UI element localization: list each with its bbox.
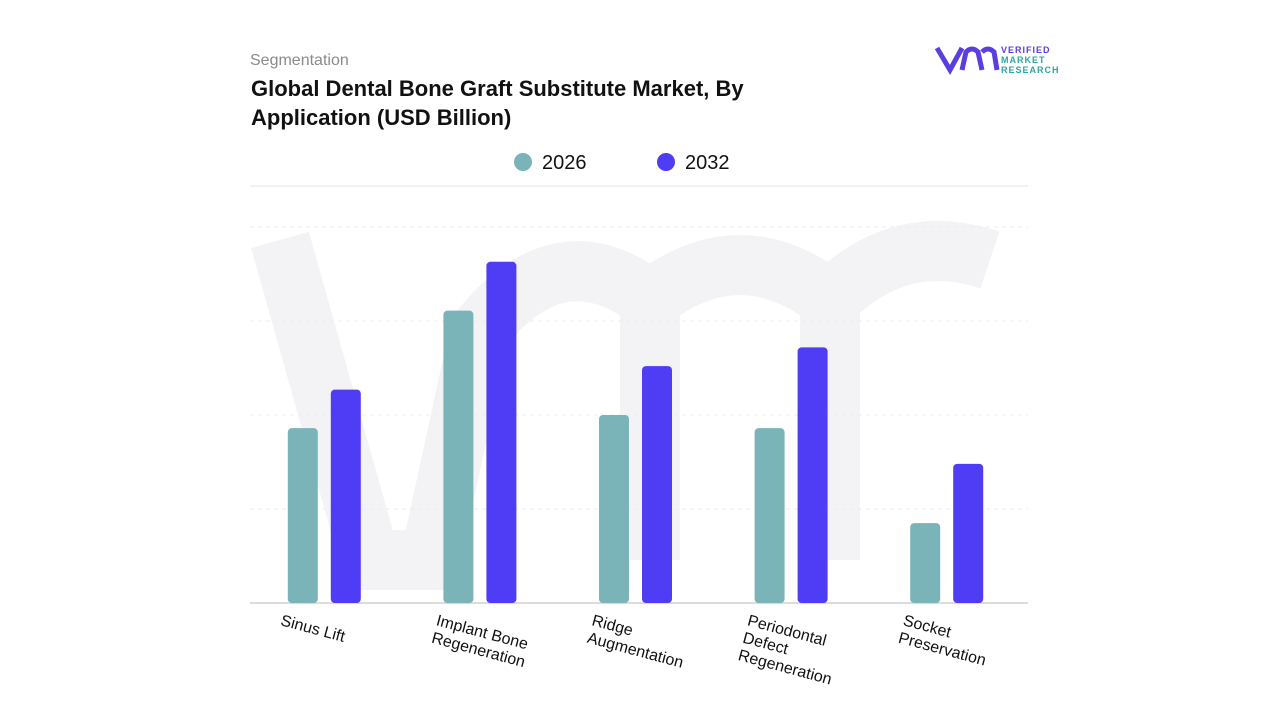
bar <box>642 366 672 603</box>
bar <box>910 523 941 603</box>
legend-swatch <box>657 153 675 171</box>
logo-mark <box>934 46 1000 76</box>
x-tick-label: Sinus Lift <box>279 612 348 646</box>
legend-label: 2032 <box>685 152 730 174</box>
legend-label: 2026 <box>542 152 587 174</box>
bar <box>486 261 517 603</box>
logo-text: MARKET <box>1001 55 1046 65</box>
bar <box>797 347 828 603</box>
x-tick-label: PeriodontalDefectRegeneration <box>736 612 843 688</box>
x-tick-label: Implant BoneRegeneration <box>430 612 532 671</box>
bar <box>599 415 629 603</box>
kicker: Segmentation <box>250 52 349 69</box>
bar <box>443 310 474 603</box>
logo-text: RESEARCH <box>1001 65 1060 75</box>
chart-title: Global Dental Bone Graft Substitute Mark… <box>251 76 744 130</box>
x-tick-label: SocketPreservation <box>897 612 993 669</box>
logo-text: VERIFIED <box>1001 45 1051 55</box>
x-tick-label: RidgeAugmentation <box>585 612 689 671</box>
bar <box>287 428 318 603</box>
watermark <box>251 221 1000 590</box>
bar <box>953 463 984 603</box>
legend-swatch <box>514 153 532 171</box>
bar <box>330 389 361 603</box>
bar <box>754 428 785 603</box>
logo: VERIFIED MARKET RESEARCH <box>934 45 1060 76</box>
